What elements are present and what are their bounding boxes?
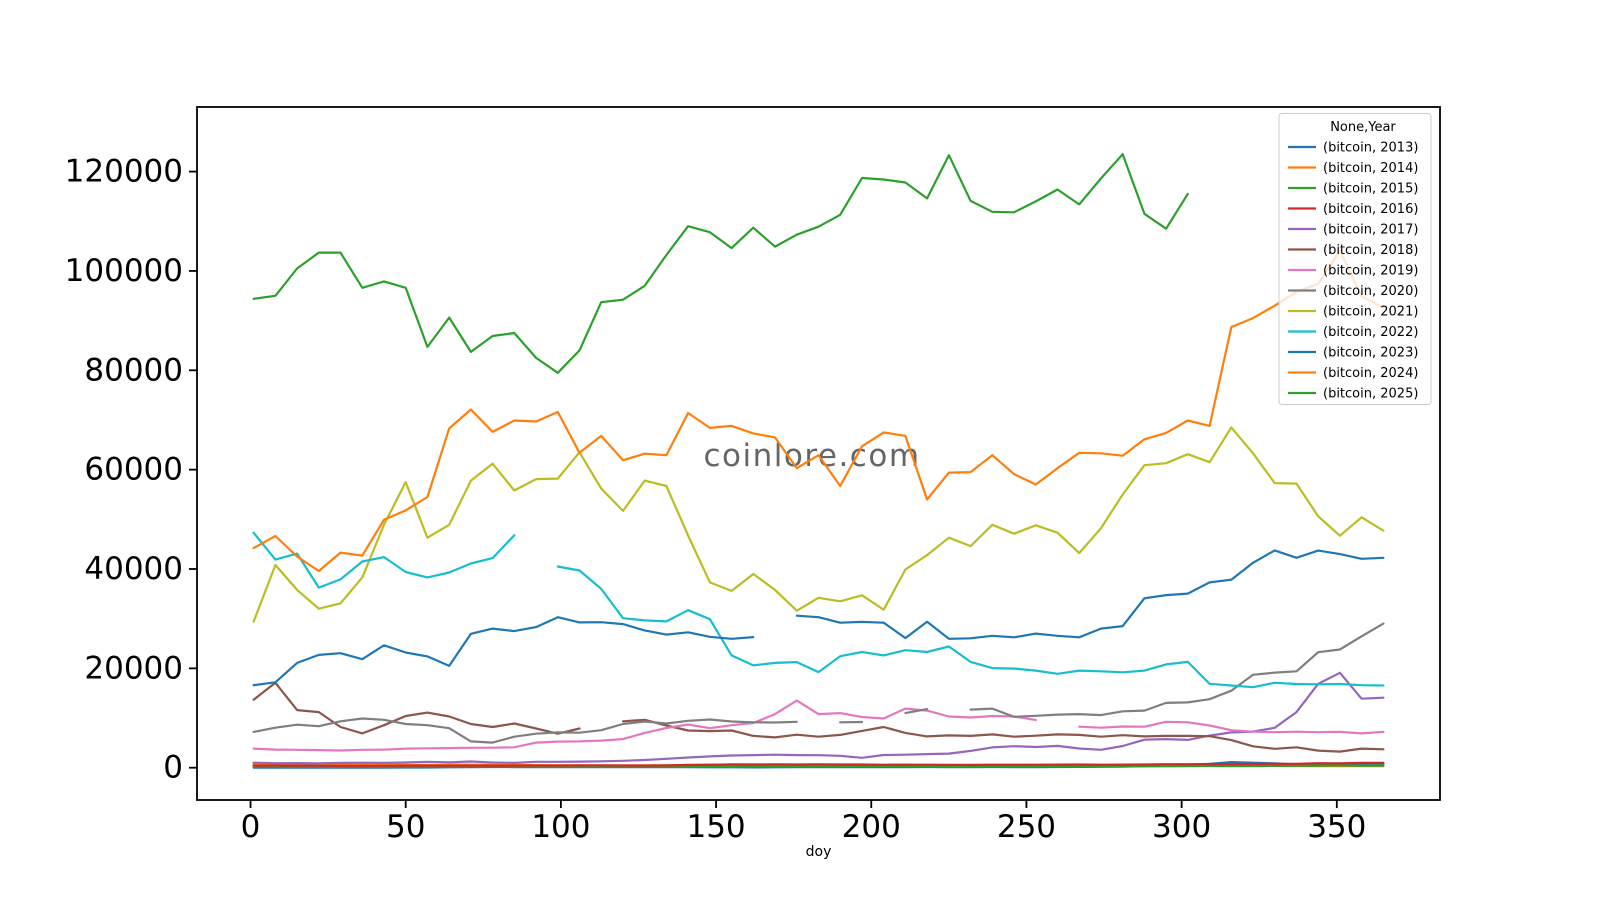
y-tick-label: 20000: [84, 650, 183, 686]
legend-item-2016: (bitcoin, 2016): [1323, 202, 1418, 217]
x-tick-label: 100: [531, 809, 590, 845]
legend-item-2020: (bitcoin, 2020): [1323, 284, 1418, 299]
legend-box: [1278, 113, 1432, 405]
series-line-2022: [252, 531, 1385, 689]
x-tick-label: 0: [241, 809, 261, 845]
series-line-2019: [252, 699, 1385, 752]
y-tick-label: 0: [163, 750, 183, 786]
y-tick-label: 80000: [84, 352, 183, 388]
legend-item-2021: (bitcoin, 2021): [1323, 305, 1418, 320]
x-axis-label: doy: [806, 844, 832, 860]
y-tick-label: 100000: [65, 253, 183, 289]
x-tick-label: 50: [386, 809, 425, 845]
series-line-2020: [252, 622, 1385, 744]
y-tick-label: 120000: [65, 154, 183, 190]
legend-item-2014: (bitcoin, 2014): [1323, 161, 1418, 176]
series-line-2025: [252, 153, 1189, 374]
legend-item-2013: (bitcoin, 2013): [1323, 141, 1418, 156]
legend-item-2025: (bitcoin, 2025): [1323, 387, 1418, 402]
series-line-2024: [252, 249, 1385, 573]
x-tick-label: 350: [1307, 809, 1366, 845]
series-line-2023: [252, 549, 1385, 687]
x-tick-label: 200: [842, 809, 901, 845]
series-line-2021: [252, 426, 1385, 623]
x-tick-label: 300: [1152, 809, 1211, 845]
plot-spines: [196, 106, 1441, 801]
series-line-2016: [252, 761, 1385, 767]
series-line-2017: [252, 671, 1385, 765]
legend-item-2023: (bitcoin, 2023): [1323, 346, 1418, 361]
legend-item-2017: (bitcoin, 2017): [1323, 223, 1418, 238]
x-tick-label: 250: [997, 809, 1056, 845]
legend-item-2018: (bitcoin, 2018): [1323, 243, 1418, 258]
x-tick-label: 150: [686, 809, 745, 845]
y-tick-label: 60000: [84, 452, 183, 488]
legend-item-2024: (bitcoin, 2024): [1323, 366, 1418, 381]
series-line-2018: [252, 681, 1385, 753]
y-tick-label: 40000: [84, 551, 183, 587]
legend-item-2015: (bitcoin, 2015): [1323, 182, 1418, 197]
legend-title: None,Year: [1330, 120, 1396, 135]
legend-item-2019: (bitcoin, 2019): [1323, 264, 1418, 279]
legend-item-2022: (bitcoin, 2022): [1323, 325, 1418, 340]
watermark-text: coinlore.com: [703, 438, 920, 474]
